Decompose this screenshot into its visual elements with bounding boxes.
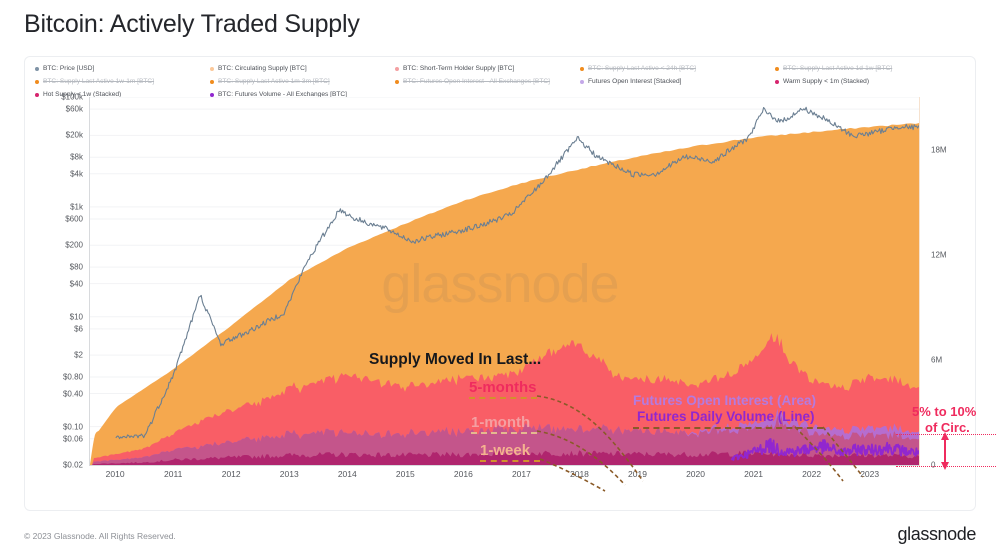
plot-inner [89, 97, 919, 465]
legend-label: BTC: Short-Term Holder Supply [BTC] [403, 65, 515, 72]
legend-item-supply-last-active-1d-1w[interactable]: BTC: Supply Last Active 1d-1w [BTC] [775, 63, 965, 75]
legend-label: Hot Supply < 1w (Stacked) [43, 91, 122, 98]
legend-dot-icon [775, 80, 779, 84]
x-axis-tick: 2013 [279, 469, 299, 479]
y-axis-left-tick: $200 [65, 240, 83, 250]
y-axis-left-tick: $8k [70, 152, 83, 162]
legend-item-circulating-supply[interactable]: BTC: Circulating Supply [BTC] [210, 63, 395, 75]
legend-item-short-term-holder-supply[interactable]: BTC: Short-Term Holder Supply [BTC] [395, 63, 580, 75]
x-axis-tick: 2023 [860, 469, 880, 479]
chart-legend: BTC: Price [USD] BTC: Circulating Supply… [35, 63, 967, 101]
y-axis-left-tick: $20k [65, 130, 83, 140]
x-axis-tick: 2018 [569, 469, 589, 479]
legend-item-futures-open-interest-stacked[interactable]: Futures Open Interest [Stacked] [580, 76, 775, 88]
y-axis-left-tick: $10 [69, 312, 83, 322]
legend-label: BTC: Price [USD] [43, 65, 95, 72]
y-axis-left-tick: $100k [61, 92, 83, 102]
axis-line-x [89, 465, 919, 466]
legend-dot-icon [580, 80, 584, 84]
y-axis-left-tick: $1k [70, 202, 83, 212]
legend-label: Warm Supply < 1m (Stacked) [783, 78, 870, 85]
legend-dot-icon [210, 67, 214, 71]
chart-svg [90, 97, 919, 465]
y-axis-left-tick: $0.06 [62, 434, 83, 444]
legend-item-futures-volume-all-exchanges[interactable]: BTC: Futures Volume - All Exchanges [BTC… [210, 89, 395, 101]
annotation-underline-futures [633, 427, 823, 429]
y-axis-right: 0 6M 12M 18M [919, 97, 977, 469]
legend-dot-icon [210, 93, 214, 97]
legend-dot-icon [210, 80, 214, 84]
legend-dot-icon [35, 80, 39, 84]
x-axis-tick: 2017 [511, 469, 531, 479]
legend-item-hot-supply[interactable]: Hot Supply < 1w (Stacked) [35, 89, 210, 101]
y-axis-left-tick: $600 [65, 214, 83, 224]
legend-item-btc-price[interactable]: BTC: Price [USD] [35, 63, 210, 75]
x-axis-tick: 2019 [628, 469, 647, 479]
legend-label: BTC: Futures Open Interest - All Exchang… [403, 78, 550, 85]
axis-line-right [919, 97, 920, 467]
page-title: Bitcoin: Actively Traded Supply [24, 10, 360, 38]
y-axis-left-tick: $60k [65, 104, 83, 114]
y-axis-left-tick: $6 [74, 324, 83, 334]
legend-dot-icon [35, 93, 39, 97]
chart-card: BTC: Price [USD] BTC: Circulating Supply… [24, 56, 976, 511]
y-axis-left-tick: $2 [74, 350, 83, 360]
y-axis-left-tick: $0.10 [62, 422, 83, 432]
plot-area [89, 97, 919, 465]
legend-dot-icon [580, 67, 584, 71]
x-axis-tick: 2020 [686, 469, 705, 479]
x-axis-tick: 2011 [164, 469, 183, 479]
legend-item-supply-last-active-24h[interactable]: BTC: Supply Last Active < 24h [BTC] [580, 63, 775, 75]
legend-item-warm-supply[interactable]: Warm Supply < 1m (Stacked) [775, 76, 965, 88]
legend-label: BTC: Supply Last Active < 24h [BTC] [588, 65, 696, 72]
x-axis-tick: 2016 [453, 469, 473, 479]
legend-label: BTC: Supply Last Active 1d-1w [BTC] [783, 65, 893, 72]
legend-label: BTC: Supply Last Active 1w-1m [BTC] [43, 78, 155, 85]
y-axis-right-tick: 0 [931, 460, 936, 470]
x-axis-tick: 2021 [744, 469, 764, 479]
y-axis-right-tick: 6M [931, 355, 943, 365]
y-axis-left-tick: $4k [70, 169, 83, 179]
legend-dot-icon [775, 67, 779, 71]
y-axis-left-tick: $0.02 [62, 460, 83, 470]
y-axis-left-tick: $40 [69, 279, 83, 289]
y-axis-left-tick: $0.80 [62, 372, 83, 382]
footer-logo: glassnode [897, 524, 977, 544]
footer-copyright: © 2023 Glassnode. All Rights Reserved. [24, 531, 176, 541]
legend-dot-icon [35, 67, 39, 71]
legend-item-futures-open-interest-all-exchanges[interactable]: BTC: Futures Open Interest - All Exchang… [395, 76, 580, 88]
y-axis-left: $100k $60k $20k $8k $4k $1k $600 $200 $80 $40 $10 $… [25, 93, 89, 470]
circ-arrow-icon [941, 432, 949, 470]
x-axis: 2010 2011 2012 2013 2014 2015 2016 2017 2018 2019… [89, 467, 919, 489]
x-axis-tick: 2022 [802, 469, 822, 479]
y-axis-right-tick: 12M [931, 250, 947, 260]
legend-label: BTC: Supply Last Active 1m-3m [BTC] [218, 78, 330, 85]
legend-label: Futures Open Interest [Stacked] [588, 78, 682, 85]
x-axis-tick: 2012 [221, 469, 241, 479]
legend-item-supply-last-active-1w-1m[interactable]: BTC: Supply Last Active 1w-1m [BTC] [35, 76, 210, 88]
x-axis-tick: 2014 [337, 469, 357, 479]
y-axis-right-tick: 18M [931, 145, 947, 155]
y-axis-left-tick: $80 [69, 262, 83, 272]
x-axis-tick: 2015 [395, 469, 415, 479]
y-axis-left-tick: $0.40 [62, 389, 83, 399]
annotation-underline-1-month [471, 432, 537, 434]
annotation-underline-1-week [480, 460, 540, 462]
legend-label: BTC: Circulating Supply [BTC] [218, 65, 307, 72]
legend-dot-icon [395, 67, 399, 71]
legend-item-supply-last-active-1m-3m[interactable]: BTC: Supply Last Active 1m-3m [BTC] [210, 76, 395, 88]
legend-dot-icon [395, 80, 399, 84]
annotation-underline-5-months [469, 397, 537, 399]
x-axis-tick: 2010 [105, 469, 125, 479]
legend-label: BTC: Futures Volume - All Exchanges [BTC… [218, 91, 347, 98]
